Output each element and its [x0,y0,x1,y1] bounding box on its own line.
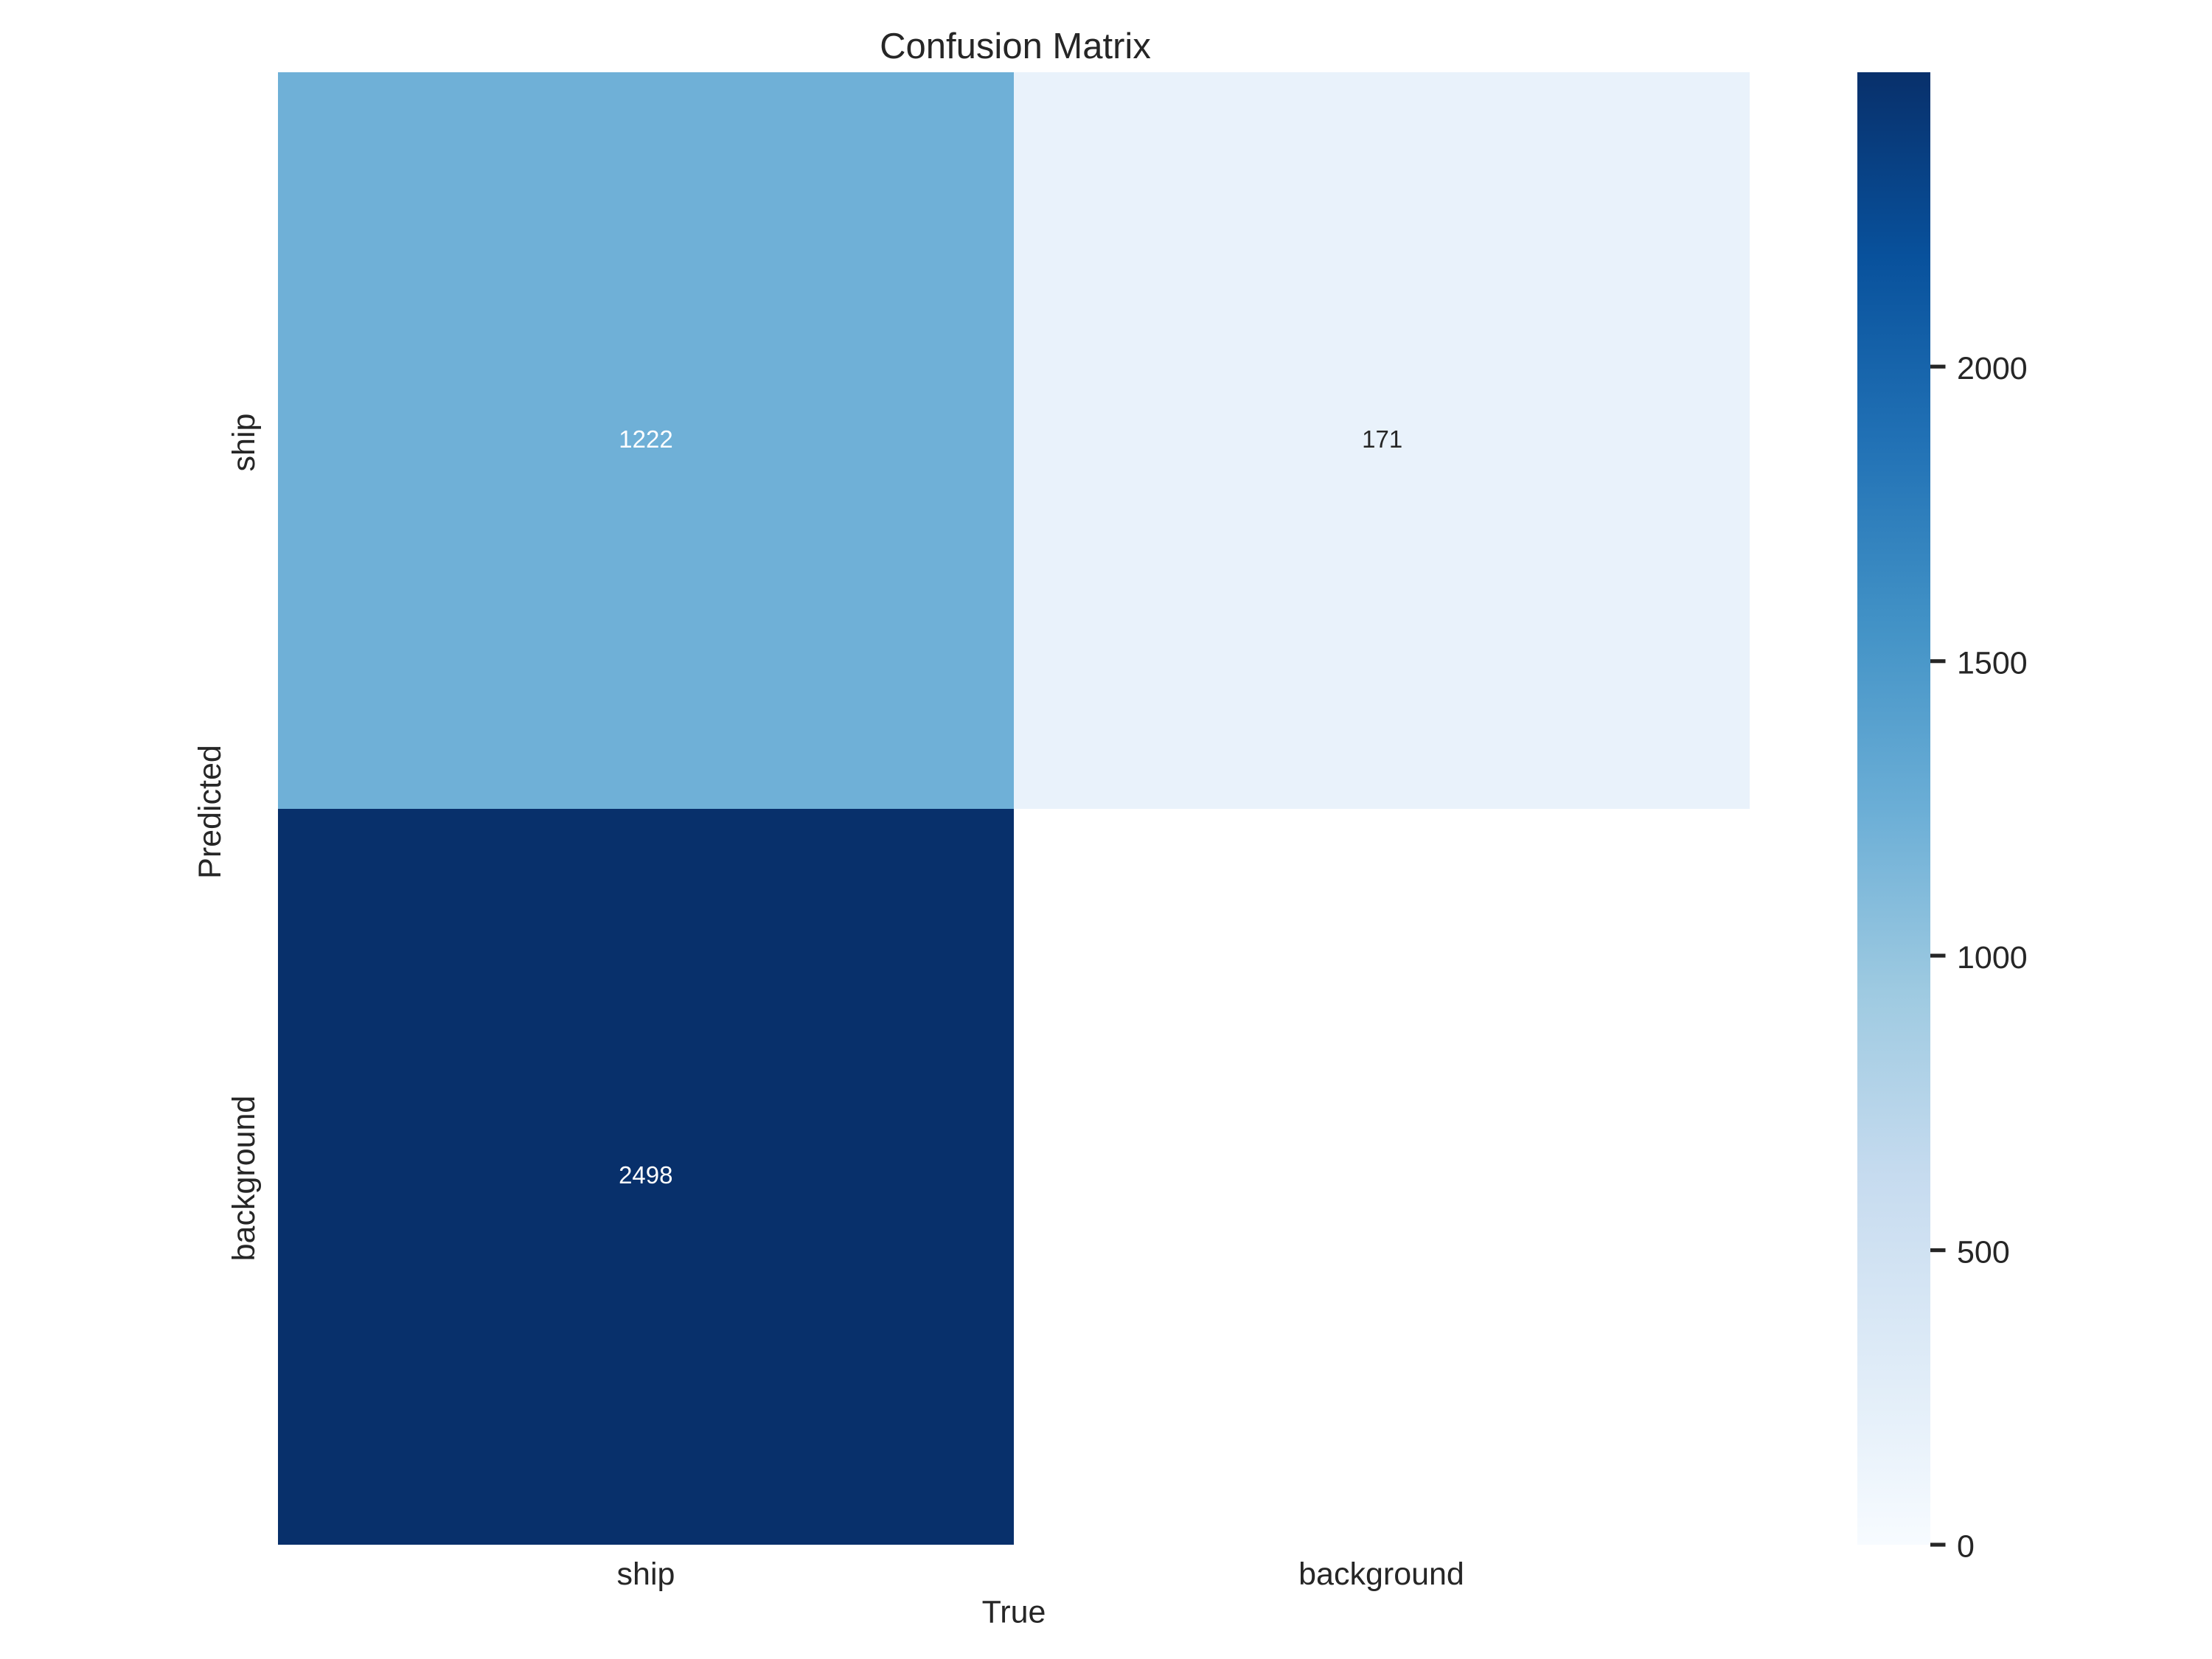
svg-text:2000: 2000 [1957,351,2028,386]
svg-text:ship: ship [226,414,262,472]
svg-text:Predicted: Predicted [192,745,228,879]
svg-text:1500: 1500 [1957,646,2028,681]
svg-text:1000: 1000 [1957,940,2028,975]
svg-text:171: 171 [1362,425,1402,453]
svg-text:background: background [226,1096,262,1262]
svg-text:500: 500 [1957,1234,2010,1270]
svg-text:background: background [1298,1557,1464,1592]
svg-text:0: 0 [1957,1528,1975,1564]
svg-text:True: True [982,1594,1046,1630]
svg-text:2498: 2498 [619,1161,672,1189]
svg-text:Confusion Matrix: Confusion Matrix [880,27,1151,66]
svg-text:1222: 1222 [619,425,672,453]
svg-text:ship: ship [617,1557,675,1592]
